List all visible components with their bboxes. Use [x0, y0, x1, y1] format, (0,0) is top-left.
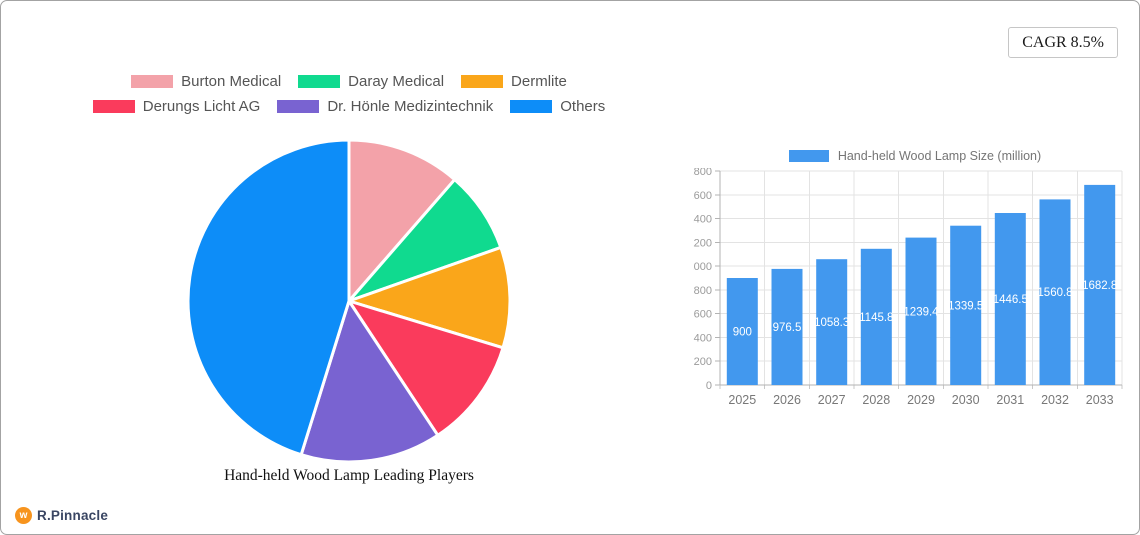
x-axis-category-label: 2030 — [952, 393, 980, 407]
brand-circle-w-icon: w — [15, 507, 32, 524]
y-axis-tick-label: 400 — [694, 332, 712, 344]
bar-2032[interactable] — [1039, 199, 1071, 385]
legend-swatch-icon — [277, 100, 320, 113]
pie-slice-3[interactable] — [347, 299, 505, 437]
bar-value-label: 1560.8 — [1037, 287, 1072, 299]
legend-label: Dermlite — [511, 73, 567, 90]
y-axis-tick-label: 0 — [706, 380, 712, 392]
bar-value-label: 1145.8 — [859, 312, 893, 324]
legend-swatch-icon — [298, 75, 341, 88]
y-axis-tick-label: 1200 — [693, 237, 712, 249]
legend-swatch-icon — [92, 100, 135, 113]
pie-slice-4[interactable] — [299, 299, 440, 464]
y-axis-tick-label: 800 — [694, 285, 712, 297]
x-axis-category-label: 2031 — [996, 393, 1024, 407]
legend-label: Derungs Licht AG — [142, 98, 261, 115]
pie-slice-2[interactable] — [347, 245, 512, 350]
legend-label: Dr. Hönle Medizintechnik — [327, 98, 494, 115]
bar-chart: 0 200 400 600 800 1000 1200 1400 1600 1800 900 2025… — [693, 168, 1123, 407]
legend-item-4: Dr. Hönle Medizintechnik — [277, 98, 493, 115]
bar-chart-section: Hand-held Wood Lamp Size (million) 0 200 4… — [693, 141, 1137, 414]
y-axis-tick-label: 1000 — [693, 261, 712, 273]
bar-2028[interactable] — [860, 248, 892, 385]
pie-chart — [186, 138, 512, 464]
legend-swatch-icon — [510, 100, 553, 113]
pie-slice-5[interactable] — [186, 138, 351, 457]
bar-value-label: 1339.5 — [948, 300, 983, 312]
bar-2029[interactable] — [905, 237, 937, 385]
y-axis-tick-label: 600 — [694, 309, 712, 321]
bar-2026[interactable] — [771, 268, 803, 385]
legend-item-0: Burton Medical — [131, 73, 281, 90]
pie-legend-row-1: Derungs Licht AG Dr. Hönle Medizintechnik… — [92, 98, 605, 115]
x-axis-category-label: 2027 — [818, 393, 846, 407]
x-axis-category-label: 2029 — [907, 393, 935, 407]
x-axis-category-label: 2025 — [728, 393, 756, 407]
x-axis-category-label: 2026 — [773, 393, 801, 407]
pie-chart-section: Burton Medical Daray Medical Dermlite Derun… — [19, 1, 679, 534]
bar-value-label: 1682.8 — [1082, 280, 1117, 292]
bar-2030[interactable] — [950, 225, 982, 385]
legend-label: Burton Medical — [181, 73, 282, 90]
bar-2027[interactable] — [816, 259, 848, 385]
cagr-badge: CAGR 8.5% — [1008, 27, 1118, 58]
bar-value-label: 1446.5 — [993, 294, 1028, 306]
x-axis-category-label: 2033 — [1086, 393, 1114, 407]
bar-2031[interactable] — [994, 213, 1026, 385]
legend-item-3: Derungs Licht AG — [92, 98, 261, 115]
legend-label: Daray Medical — [348, 73, 445, 90]
bar-2025[interactable] — [726, 278, 758, 385]
brand-logo: w R.Pinnacle — [15, 507, 108, 524]
bar-value-label: 1058.3 — [814, 317, 849, 329]
y-axis-tick-label: 1400 — [693, 214, 712, 226]
bar-legend: Hand-held Wood Lamp Size (million) — [693, 148, 1137, 164]
legend-swatch-icon — [131, 75, 174, 88]
y-axis-tick-label: 200 — [694, 356, 712, 368]
pie-slice-0[interactable] — [347, 138, 457, 303]
bar-value-label: 1239.4 — [903, 306, 939, 318]
brand-name: R.Pinnacle — [37, 508, 109, 523]
legend-label: Others — [560, 98, 606, 115]
y-axis-tick-label: 1800 — [693, 168, 712, 178]
x-axis-category-label: 2028 — [862, 393, 890, 407]
bar-legend-label: Hand-held Wood Lamp Size (million) — [837, 149, 1042, 163]
legend-swatch-icon — [461, 75, 504, 88]
bar-legend-swatch-icon — [788, 150, 829, 162]
bar-value-label: 976.5 — [773, 322, 802, 334]
bar-2033[interactable] — [1084, 184, 1116, 385]
legend-item-5: Others — [510, 98, 605, 115]
pie-chart-title: Hand-held Wood Lamp Leading Players — [224, 467, 474, 484]
legend-item-2: Dermlite — [461, 73, 567, 90]
pie-legend: Burton Medical Daray Medical Dermlite Derun… — [19, 73, 679, 115]
legend-item-1: Daray Medical — [298, 73, 444, 90]
y-axis-tick-label: 1600 — [693, 190, 712, 202]
bar-value-label: 900 — [733, 327, 752, 339]
x-axis-category-label: 2032 — [1041, 393, 1069, 407]
pie-legend-row-0: Burton Medical Daray Medical Dermlite — [131, 73, 567, 90]
